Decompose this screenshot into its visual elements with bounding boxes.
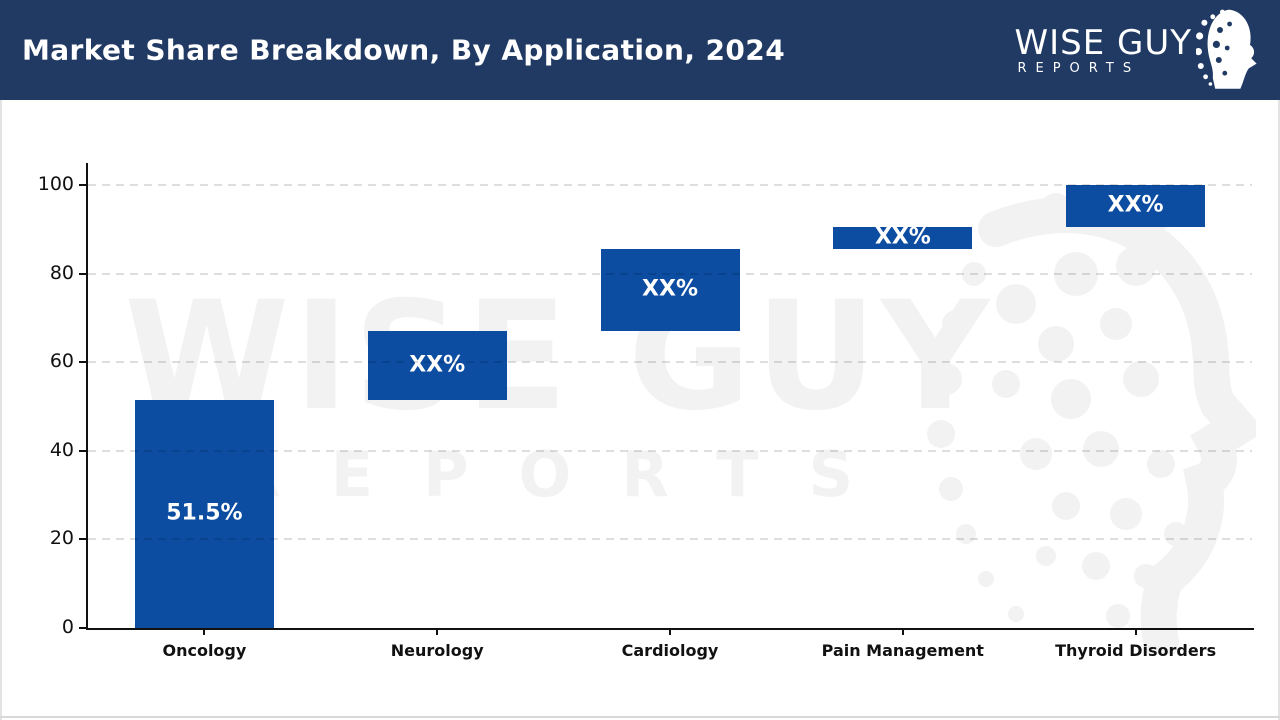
logo-text: WISE GUY REPORTS [1014, 25, 1192, 76]
y-tick-label: 100 [37, 173, 74, 195]
y-tick-label: 20 [49, 527, 74, 550]
gridline-80 [88, 272, 1252, 275]
bar-value-label: XX% [1107, 192, 1164, 218]
y-tick-mark [79, 184, 87, 186]
y-tick-label: 0 [61, 616, 74, 638]
y-axis-line [86, 163, 88, 630]
chart-area: WISE GUY REPORTS [0, 100, 1280, 720]
y-tick-mark [79, 627, 87, 629]
gridline-20 [88, 538, 1252, 541]
x-tick-mark [669, 630, 671, 635]
x-category-label: Thyroid Disorders [1055, 641, 1217, 660]
bar-value-label: 51.5% [166, 500, 243, 526]
y-tick-mark [79, 272, 87, 275]
bar-value-label: XX% [874, 224, 931, 250]
y-tick-label: 60 [49, 350, 74, 373]
page-border-right [1278, 100, 1280, 720]
y-tick-mark [79, 538, 87, 541]
wiseguy-logo: WISE GUY REPORTS [1014, 6, 1268, 94]
y-tick-label: 80 [49, 261, 74, 284]
x-axis-line [86, 628, 1254, 630]
x-tick-mark [436, 630, 439, 635]
y-tick-mark [79, 361, 87, 364]
bar-value-label: XX% [409, 352, 466, 378]
x-tick-mark [901, 630, 904, 635]
x-category-label: Oncology [162, 641, 247, 660]
bar-value-label: XX% [642, 276, 698, 302]
gridline-40 [88, 449, 1252, 452]
x-tick-mark [203, 630, 206, 635]
bar-segment-oncology: 51.5% [134, 399, 274, 628]
gridline-60 [88, 361, 1252, 364]
page-border-left [0, 100, 2, 720]
watermark-head-graphic [856, 184, 1266, 660]
page-border-bottom [0, 716, 1280, 718]
head-profile-icon [1194, 5, 1268, 95]
page-title: Market Share Breakdown, By Application, … [22, 33, 786, 67]
header-bar: Market Share Breakdown, By Application, … [0, 0, 1280, 100]
bar-segment-neurology: XX% [367, 331, 507, 400]
y-tick-label: 40 [49, 438, 74, 461]
bar-segment-pain-management: XX% [833, 224, 973, 250]
x-tick-mark [1134, 630, 1137, 635]
logo-wiseguy-text: WISE GUY [1014, 22, 1192, 63]
x-category-label: Pain Management [821, 641, 984, 660]
x-category-label: Cardiology [621, 641, 719, 660]
gridline-100 [88, 184, 1252, 186]
bar-segment-thyroid-disorders: XX% [1066, 185, 1206, 228]
watermark-reports-text: REPORTS [233, 438, 904, 511]
bar-segment-cardiology: XX% [600, 249, 740, 332]
y-tick-mark [79, 449, 87, 452]
x-category-label: Neurology [390, 641, 484, 660]
logo-reports-text: REPORTS [1017, 60, 1141, 76]
